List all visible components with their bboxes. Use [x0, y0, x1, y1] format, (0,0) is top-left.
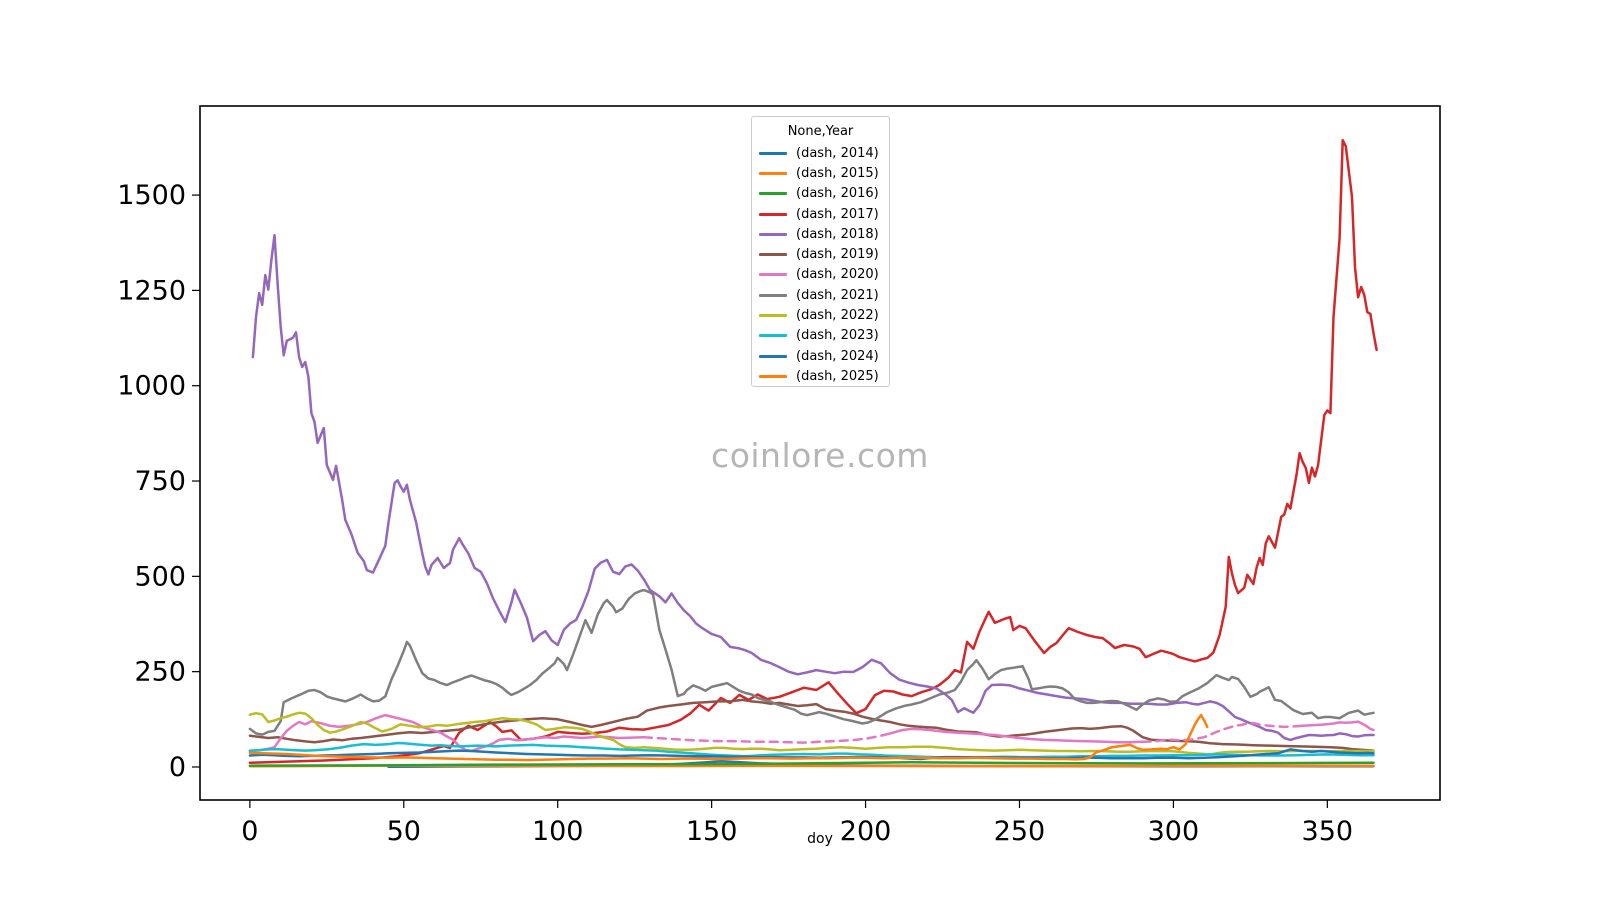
legend-swatch-2020 [759, 273, 787, 277]
series-line-2019 [248, 698, 1375, 752]
legend-entry-2015: (dash, 2015) [752, 163, 889, 183]
legend-swatch-2016 [759, 192, 787, 196]
series-line-2018 [251, 233, 1375, 742]
legend-entry-2025: (dash, 2025) [752, 366, 889, 386]
x-tick-label: 250 [994, 816, 1046, 847]
y-tick-label: 1500 [117, 180, 186, 211]
legend-swatch-2014 [759, 151, 787, 155]
legend-entry-2014: (dash, 2014) [752, 143, 889, 163]
legend-label: (dash, 2014) [796, 145, 879, 161]
legend-label: (dash, 2025) [796, 368, 879, 384]
series-line-2022 [248, 711, 1375, 756]
legend-title: None,Year [787, 124, 854, 139]
y-tick-label: 1250 [117, 275, 186, 306]
legend-label: (dash, 2015) [796, 165, 879, 181]
series-line-2023 [248, 741, 1375, 759]
legend-label: (dash, 2024) [796, 348, 879, 364]
legend-entry-2018: (dash, 2018) [752, 224, 889, 244]
legend-label: (dash, 2021) [796, 287, 879, 303]
y-tick-label: 0 [169, 752, 186, 783]
y-tick-label: 1000 [117, 371, 186, 402]
legend-label: (dash, 2018) [796, 226, 879, 242]
legend-label: (dash, 2022) [796, 308, 879, 324]
legend-swatch-2017 [759, 212, 787, 216]
legend-label: (dash, 2017) [796, 206, 879, 222]
legend-swatch-2018 [759, 232, 787, 236]
x-tick-label: 350 [1302, 816, 1354, 847]
x-tick-label: 300 [1148, 816, 1200, 847]
watermark: coinlore.com [711, 436, 929, 475]
plot-border [199, 105, 1441, 801]
x-tick-label: 100 [532, 816, 584, 847]
legend-entry-2020: (dash, 2020) [752, 265, 889, 285]
legend-swatch-2021 [759, 293, 787, 297]
y-tick-label: 750 [134, 466, 186, 497]
series-line-2020 [248, 713, 646, 753]
legend-swatch-2024 [759, 354, 787, 358]
x-tick-label: 0 [241, 816, 258, 847]
legend-entry-2021: (dash, 2021) [752, 285, 889, 305]
legend-entry-2016: (dash, 2016) [752, 184, 889, 204]
x-axis-label: doy [807, 831, 833, 847]
legend-swatch-2023 [759, 334, 787, 338]
series-line-2021 [248, 588, 1375, 736]
legend-entry-2019: (dash, 2019) [752, 244, 889, 264]
legend-swatch-2015 [759, 171, 787, 175]
series-line-2017 [248, 138, 1378, 765]
series-line-2020 [888, 727, 1144, 744]
legend-entry-2022: (dash, 2022) [752, 305, 889, 325]
series-line-2020 [642, 732, 892, 744]
legend-label: (dash, 2020) [796, 267, 879, 283]
y-tick-label: 250 [134, 657, 186, 688]
legend-swatch-2022 [759, 314, 787, 318]
legend-label: (dash, 2023) [796, 328, 879, 344]
x-tick-label: 200 [840, 816, 892, 847]
y-tick-label: 500 [134, 561, 186, 592]
legend-entry-2023: (dash, 2023) [752, 326, 889, 346]
legend: None,Year (dash, 2014) (dash, 2015) (dash,… [751, 116, 890, 387]
x-tick-label: 50 [387, 816, 421, 847]
series-line-2020 [1141, 721, 1298, 744]
legend-swatch-2025 [759, 374, 787, 378]
x-tick-label: 150 [686, 816, 738, 847]
legend-swatch-2019 [759, 253, 787, 257]
legend-label: (dash, 2016) [796, 186, 879, 202]
legend-label: (dash, 2019) [796, 247, 879, 263]
series-line-2025 [248, 713, 1209, 762]
series-line-2016 [248, 760, 1375, 767]
series-line-2020 [1295, 720, 1375, 732]
legend-entry-2024: (dash, 2024) [752, 346, 889, 366]
legend-entry-2017: (dash, 2017) [752, 204, 889, 224]
